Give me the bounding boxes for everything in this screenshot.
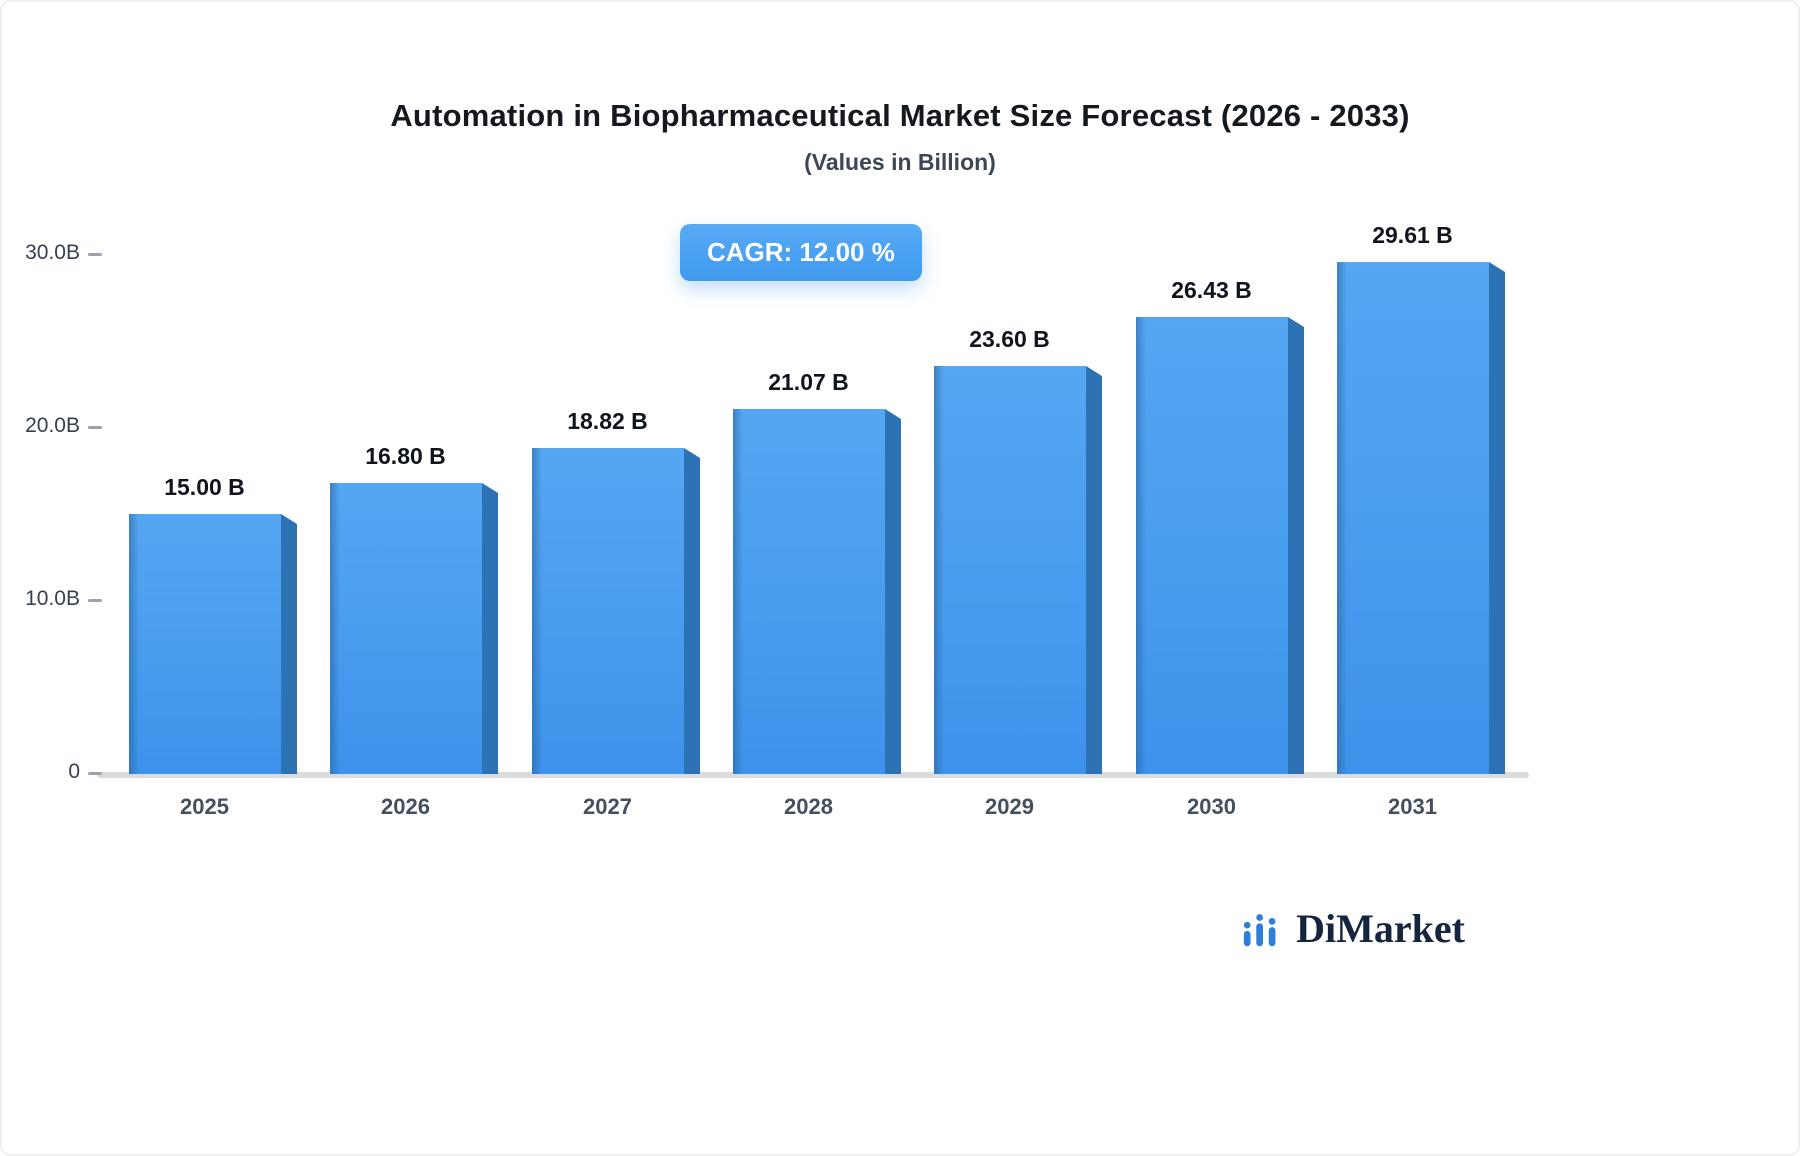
bar-value-label: 18.82 B: [567, 408, 648, 434]
x-axis-labels: 2025 2026 2027 2028 2029 2030 2031: [112, 794, 1522, 826]
bar-left-bevel: [934, 366, 944, 774]
bar-value-label: 29.61 B: [1372, 222, 1453, 248]
bar-left-bevel: [129, 514, 139, 774]
bar-side-face: [281, 514, 297, 774]
bar-2030: [1136, 317, 1304, 774]
x-axis-label: 2025: [180, 794, 229, 819]
bar-left-bevel: [1337, 262, 1347, 774]
y-axis-tick-label: 20.0B: [25, 414, 80, 437]
x-axis-label: 2029: [985, 794, 1034, 819]
y-axis: 30.0B 20.0B 10.0B 0: [2, 241, 106, 783]
bar-side-face: [1288, 317, 1304, 774]
bar-side-face: [885, 409, 901, 774]
plot-area: 15.00 B 16.80 B 18.82 B 21.07 B 23.60 B 26.43…: [112, 222, 1522, 774]
y-axis-tick-label: 30.0B: [25, 241, 80, 264]
bar-left-bevel: [330, 483, 340, 774]
bar-chart-logo-icon: [1244, 913, 1276, 946]
bar-side-face: [684, 448, 700, 774]
bar-2029: [934, 366, 1102, 774]
bar-value-label: 26.43 B: [1171, 277, 1252, 303]
bar-2026: [330, 483, 498, 774]
bar-2025: [129, 514, 297, 774]
y-axis-tick: [88, 426, 102, 429]
y-axis-tick-label: 0: [68, 760, 80, 783]
bar-left-bevel: [733, 409, 743, 774]
bar-2028: [733, 409, 901, 774]
y-axis-tick: [88, 599, 102, 602]
chart-subtitle: (Values in Billion): [804, 149, 996, 175]
bar-value-label: 16.80 B: [365, 443, 446, 469]
x-axis-label: 2031: [1388, 794, 1437, 819]
x-axis-line: [97, 772, 1529, 778]
bar-side-face: [1489, 262, 1505, 774]
bar-value-label: 23.60 B: [969, 326, 1050, 352]
logo-text: DiMarket: [1296, 906, 1465, 951]
bar-2031: [1337, 262, 1505, 774]
bar-side-face: [1086, 366, 1102, 774]
x-axis-label: 2027: [583, 794, 632, 819]
bar-left-bevel: [532, 448, 542, 774]
x-axis-label: 2028: [784, 794, 833, 819]
y-axis-tick-label: 10.0B: [25, 587, 80, 610]
bar-value-label: 21.07 B: [768, 369, 849, 395]
y-axis-tick: [88, 253, 102, 256]
chart-title: Automation in Biopharmaceutical Market S…: [390, 98, 1410, 133]
x-axis-label: 2026: [381, 794, 430, 819]
dimarket-logo: DiMarket: [1240, 905, 1465, 952]
cagr-badge: CAGR: 12.00 %: [680, 224, 922, 281]
bar-2027: [532, 448, 700, 774]
bar-left-bevel: [1136, 317, 1146, 774]
bar-side-face: [482, 483, 498, 774]
bar-value-label: 15.00 B: [164, 474, 245, 500]
y-axis-tick: [88, 772, 102, 775]
cagr-badge-label: CAGR: 12.00 %: [707, 237, 895, 267]
x-axis-label: 2030: [1187, 794, 1236, 819]
